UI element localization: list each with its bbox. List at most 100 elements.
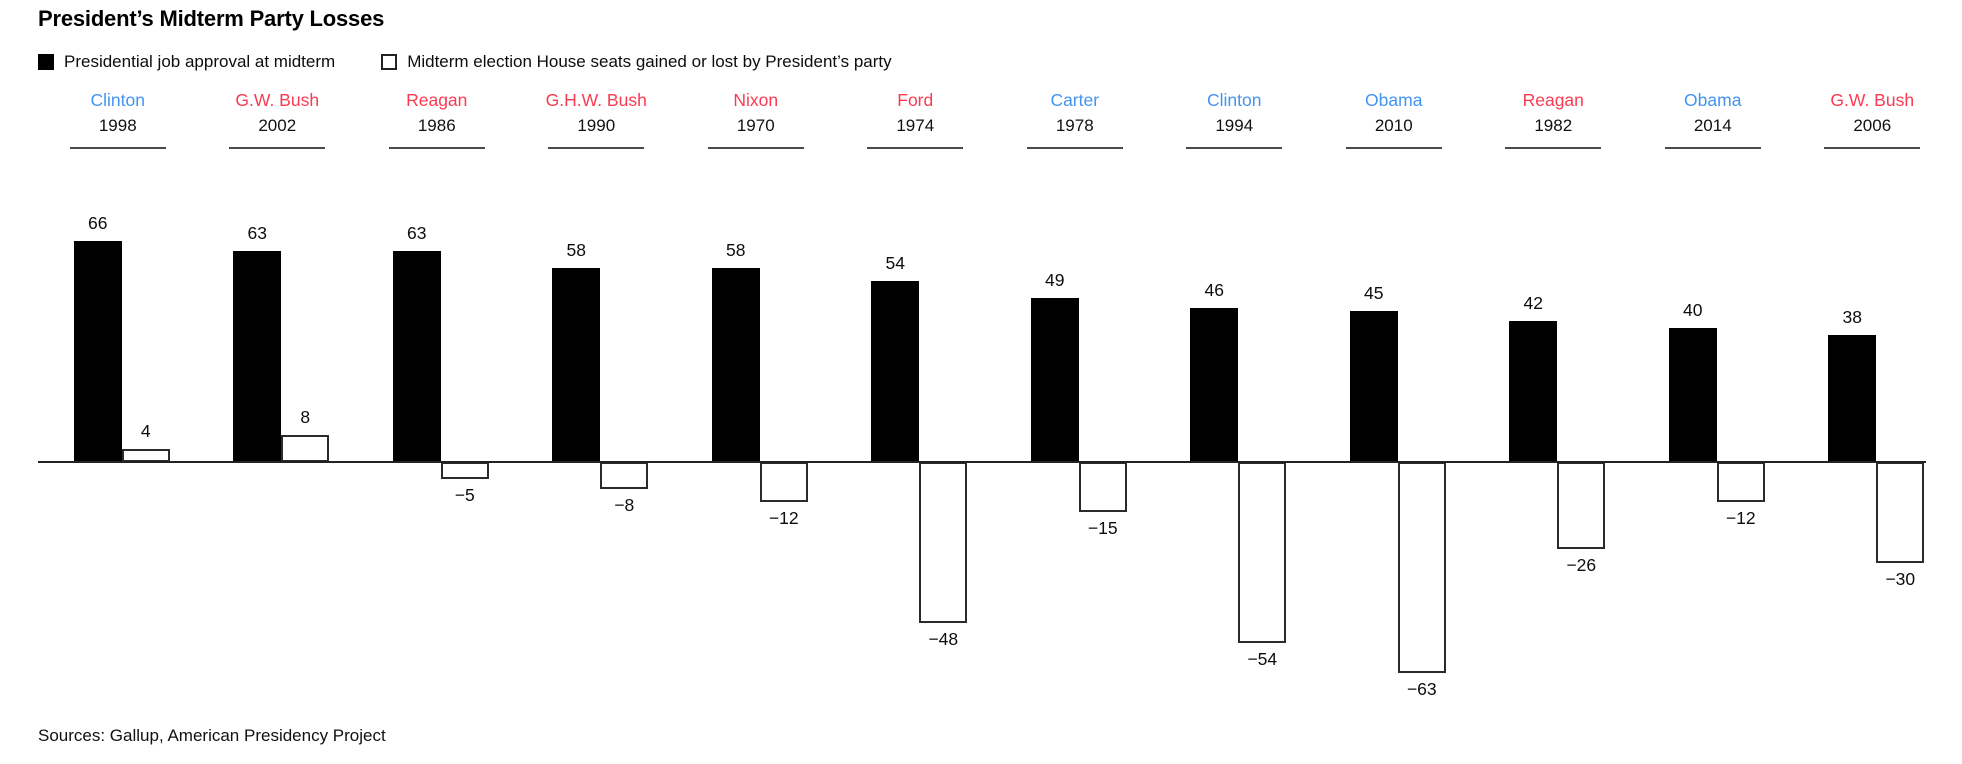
group-underline-rule — [229, 147, 326, 149]
group-underline-rule — [548, 147, 645, 149]
seats-bar — [600, 462, 649, 489]
approval-value-label: 58 — [566, 240, 586, 260]
president-name: Obama — [1365, 90, 1423, 110]
seats-value-label: −15 — [1087, 518, 1118, 538]
seats-value-label: −54 — [1247, 649, 1278, 669]
president-name: G.W. Bush — [235, 90, 320, 110]
group-header: Nixon 1970 — [671, 90, 841, 149]
year-label: 2010 — [1374, 116, 1413, 135]
seats-value-label: −63 — [1406, 679, 1437, 699]
seats-value-label: −30 — [1885, 569, 1916, 589]
approval-value-label: 45 — [1364, 283, 1384, 303]
approval-bar — [711, 268, 760, 462]
group-underline-rule — [388, 147, 485, 149]
seats-value-label: 8 — [300, 407, 311, 427]
approval-value-label: 63 — [407, 223, 427, 243]
president-name: G.W. Bush — [1830, 90, 1915, 110]
legend-seats-label: Midterm election House seats gained or l… — [407, 52, 892, 71]
year-label: 2014 — [1693, 116, 1732, 135]
year-label: 1970 — [736, 116, 775, 135]
group-header: Carter 1978 — [990, 90, 1160, 149]
group-header: Reagan 1986 — [352, 90, 522, 149]
approval-bar — [871, 281, 920, 462]
approval-bar — [73, 241, 122, 462]
legend-item-seats: Midterm election House seats gained or l… — [381, 52, 892, 72]
group-underline-rule — [867, 147, 964, 149]
chart-title: President’s Midterm Party Losses — [38, 6, 385, 31]
filled-square-icon — [38, 54, 54, 70]
seats-value-label: −5 — [454, 485, 475, 505]
legend-item-approval: Presidential job approval at midterm — [38, 52, 335, 72]
president-name: Carter — [1050, 90, 1100, 110]
seats-value-label: −8 — [614, 495, 635, 515]
approval-value-label: 58 — [726, 240, 746, 260]
approval-bar — [392, 251, 441, 462]
group-header: G.H.W. Bush 1990 — [511, 90, 681, 149]
year-label: 1982 — [1534, 116, 1573, 135]
approval-value-label: 54 — [885, 253, 905, 273]
seats-bar — [1238, 462, 1287, 643]
group-header: Clinton 1998 — [33, 90, 203, 149]
president-name: Reagan — [406, 90, 468, 110]
group-header: G.W. Bush 2006 — [1787, 90, 1957, 149]
year-label: 1994 — [1215, 116, 1254, 135]
seats-bar — [759, 462, 808, 502]
approval-bar — [1668, 328, 1717, 462]
seats-bar — [1397, 462, 1446, 673]
approval-bar — [1030, 298, 1079, 462]
chart-legend: Presidential job approval at midterm Mid… — [38, 52, 892, 72]
group-underline-rule — [1345, 147, 1442, 149]
approval-bar — [552, 268, 601, 462]
group-underline-rule — [1664, 147, 1761, 149]
year-label: 1986 — [417, 116, 456, 135]
group-header: Clinton 1994 — [1149, 90, 1319, 149]
seats-value-label: −26 — [1566, 555, 1597, 575]
approval-bar — [233, 251, 282, 462]
president-name: Obama — [1684, 90, 1742, 110]
zero-baseline — [38, 461, 1926, 463]
approval-bar — [1509, 321, 1558, 462]
approval-bar — [1828, 335, 1877, 462]
approval-value-label: 42 — [1523, 293, 1543, 313]
group-underline-rule — [707, 147, 804, 149]
seats-bar — [919, 462, 968, 623]
president-name: Nixon — [733, 90, 779, 110]
approval-value-label: 49 — [1045, 270, 1065, 290]
approval-value-label: 66 — [88, 213, 108, 233]
seats-value-label: −12 — [1725, 508, 1756, 528]
year-label: 2002 — [258, 116, 297, 135]
approval-value-label: 40 — [1683, 300, 1703, 320]
year-label: 1998 — [98, 116, 137, 135]
group-underline-rule — [1505, 147, 1602, 149]
legend-approval-label: Presidential job approval at midterm — [64, 52, 336, 71]
approval-value-label: 38 — [1842, 307, 1862, 327]
group-underline-rule — [1824, 147, 1921, 149]
seats-bar — [440, 462, 489, 479]
group-underline-rule — [1186, 147, 1283, 149]
group-header: G.W. Bush 2002 — [192, 90, 362, 149]
approval-value-label: 46 — [1204, 280, 1224, 300]
group-underline-rule — [69, 147, 166, 149]
group-header: Ford 1974 — [830, 90, 1000, 149]
approval-value-label: 63 — [247, 223, 267, 243]
group-header: Obama 2014 — [1628, 90, 1798, 149]
year-label: 1978 — [1055, 116, 1094, 135]
seats-bar — [281, 435, 330, 462]
president-name: Clinton — [1207, 90, 1262, 110]
year-label: 2006 — [1853, 116, 1892, 135]
group-underline-rule — [1026, 147, 1123, 149]
seats-value-label: 4 — [140, 421, 151, 441]
seats-bar — [1716, 462, 1765, 502]
seats-bar — [1876, 462, 1925, 563]
approval-bar — [1349, 311, 1398, 462]
group-header: Obama 2010 — [1309, 90, 1479, 149]
year-label: 1990 — [577, 116, 616, 135]
president-name: Reagan — [1522, 90, 1584, 110]
year-label: 1974 — [896, 116, 935, 135]
seats-bar — [1078, 462, 1127, 512]
president-name: G.H.W. Bush — [545, 90, 647, 110]
group-header: Reagan 1982 — [1468, 90, 1638, 149]
outlined-square-icon — [381, 54, 398, 70]
seats-bar — [1557, 462, 1606, 549]
